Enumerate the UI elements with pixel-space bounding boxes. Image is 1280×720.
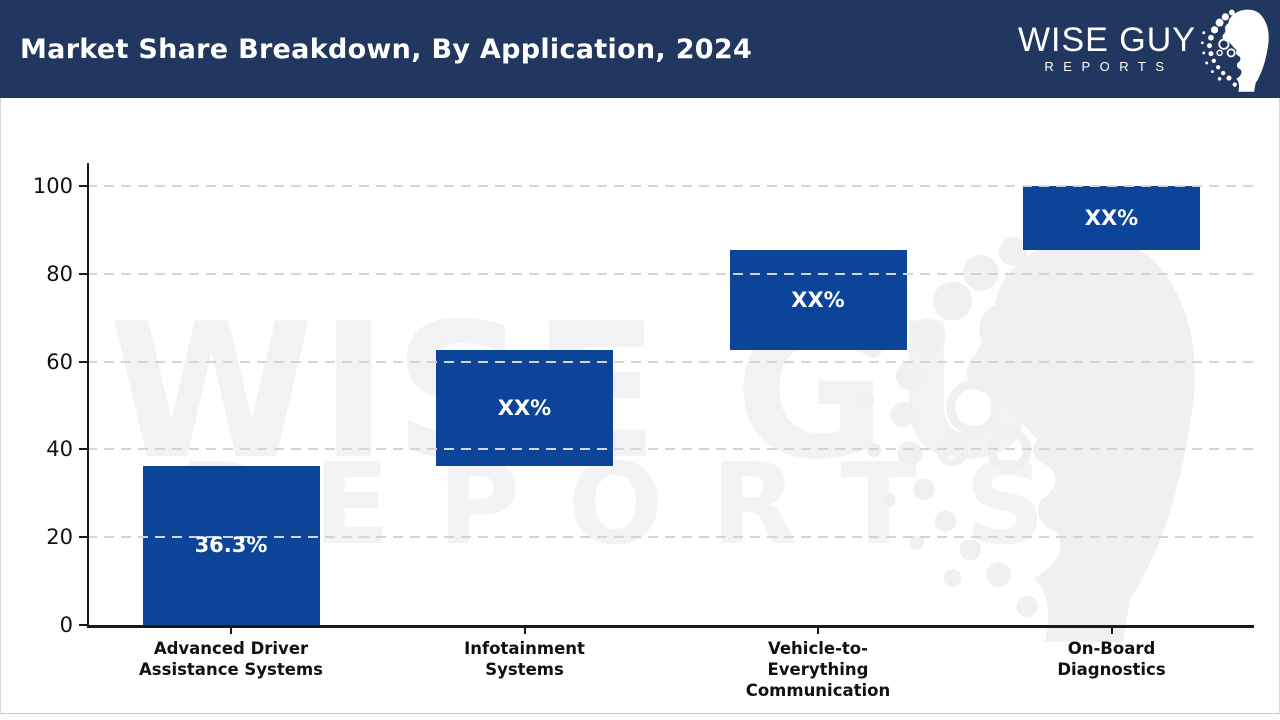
x-tick-label-line: Vehicle-to- (767, 639, 868, 658)
x-tick-mark-2 (817, 627, 819, 634)
x-tick-label-line: On-Board (1067, 639, 1156, 658)
brand-subtitle: REPORTS (1044, 59, 1174, 74)
y-tick-label-60: 60 (46, 349, 73, 374)
plot-area: 36.3% Advanced Driver Assistance Systems XX… (1, 98, 1279, 713)
x-tick-label-0: Advanced Driver Assistance Systems (84, 638, 378, 680)
bar-0 (142, 465, 320, 625)
brand-head-icon (1199, 8, 1270, 93)
y-tick-label-0: 0 (59, 613, 73, 637)
bottom-strip (0, 713, 1280, 720)
bar-2 (729, 250, 907, 350)
header-bar: Market Share Breakdown, By Application, … (0, 0, 1280, 98)
y-tick-label-20: 20 (46, 525, 73, 550)
y-tick-label-80: 80 (46, 261, 73, 286)
y-tick-label-100: 100 (32, 174, 73, 198)
x-tick-mark-0 (230, 627, 232, 634)
x-tick-mark-3 (1110, 627, 1113, 634)
x-tick-label-line: Diagnostics (1057, 660, 1166, 679)
bar-value-label-1: XX% (497, 395, 552, 420)
y-axis (87, 163, 89, 628)
x-tick-label-2: Vehicle-to- Everything Communication (671, 638, 965, 701)
gridline-60 (87, 360, 1254, 363)
bar-3 (1023, 186, 1200, 251)
y-tick-mark-80 (79, 272, 87, 275)
x-tick-label-line: Everything (767, 660, 869, 679)
bar-value-label-3: XX% (1084, 206, 1139, 231)
x-tick-label-line: Assistance Systems (139, 660, 323, 679)
x-tick-label-3: On-Board Diagnostics (965, 638, 1259, 680)
bar-1 (436, 349, 613, 466)
bar-value-label-0: 36.3% (194, 533, 268, 558)
chart-canvas: WISE GUY REPORTS 36.3% Advanced Driver Ass… (0, 98, 1280, 713)
x-tick-label-line: Infotainment (464, 639, 585, 658)
x-tick-label-line: Communication (745, 681, 891, 700)
y-tick-mark-0 (79, 624, 87, 626)
x-tick-label-1: Infotainment Systems (378, 638, 672, 680)
gridline-40 (87, 448, 1254, 451)
x-axis (87, 625, 1254, 628)
x-tick-mark-1 (523, 627, 526, 634)
brand-logo-text: WISE GUY REPORTS (1018, 23, 1196, 75)
x-tick-label-line: Advanced Driver (153, 639, 309, 658)
y-tick-mark-100 (79, 185, 87, 187)
gridline-80 (87, 272, 1254, 275)
y-tick-mark-20 (79, 536, 87, 539)
x-tick-label-line: Systems (485, 660, 564, 679)
y-tick-mark-40 (79, 448, 87, 451)
brand-logo: WISE GUY REPORTS (1018, 4, 1270, 94)
y-tick-label-40: 40 (46, 437, 73, 462)
gridline-20 (87, 536, 1254, 539)
page-title: Market Share Breakdown, By Application, … (20, 33, 753, 65)
y-tick-mark-60 (79, 360, 87, 363)
gridline-100 (87, 185, 1254, 187)
brand-name: WISE GUY (1017, 21, 1196, 59)
bar-value-label-2: XX% (791, 287, 845, 312)
